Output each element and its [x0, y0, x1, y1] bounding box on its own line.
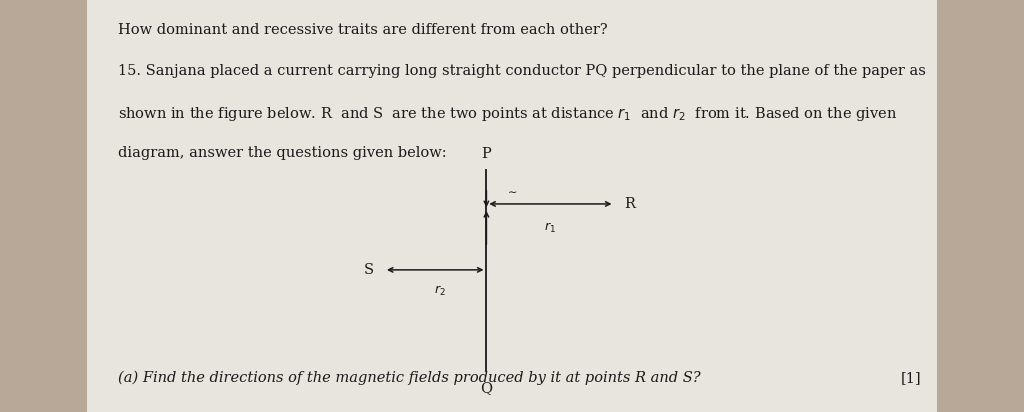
Text: diagram, answer the questions given below:: diagram, answer the questions given belo…: [118, 146, 446, 160]
Text: Q: Q: [480, 381, 493, 395]
Bar: [87, 0, 937, 412]
Text: $r_2$: $r_2$: [434, 284, 446, 298]
Text: R: R: [625, 197, 636, 211]
Text: shown in the figure below. R  and S  are the two points at distance $r_1$  and $: shown in the figure below. R and S are t…: [118, 105, 897, 123]
Text: 15. Sanjana placed a current carrying long straight conductor PQ perpendicular t: 15. Sanjana placed a current carrying lo…: [118, 64, 926, 78]
Text: $\sim$: $\sim$: [505, 187, 517, 197]
Text: How dominant and recessive traits are different from each other?: How dominant and recessive traits are di…: [118, 23, 607, 37]
Text: (a) Find the directions of the magnetic fields produced by it at points R and S?: (a) Find the directions of the magnetic …: [118, 371, 700, 385]
Text: [1]: [1]: [901, 371, 922, 385]
Text: $r_1$: $r_1$: [545, 220, 556, 234]
Text: S: S: [364, 263, 374, 277]
Text: P: P: [481, 147, 492, 161]
